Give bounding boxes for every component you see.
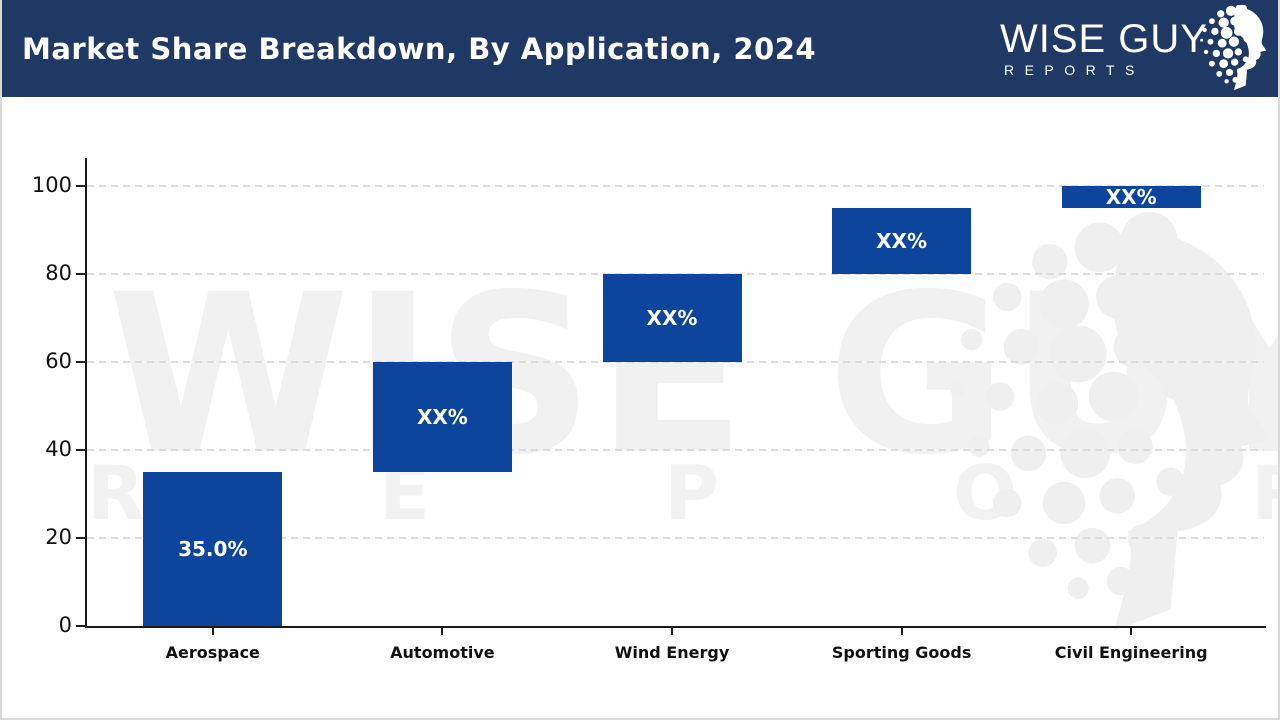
y-axis-tick — [76, 361, 85, 363]
y-axis-tick — [76, 537, 85, 539]
x-axis-tick — [1130, 628, 1133, 635]
x-axis-tick — [441, 628, 444, 635]
y-axis-tick-label: 60 — [45, 349, 72, 373]
y-axis-line — [85, 158, 87, 628]
y-axis-tick — [76, 185, 85, 187]
logo-text: WISE GUY REPORTS — [1000, 19, 1208, 78]
y-axis-tick — [76, 449, 85, 451]
waterfall-bar: XX% — [832, 208, 972, 274]
logo-wordmark: WISE GUY — [999, 17, 1208, 61]
wise-guy-reports-logo: WISE GUY REPORTS — [1000, 4, 1268, 93]
y-axis-tick-label: 100 — [31, 173, 72, 197]
watermark-head-icon — [950, 211, 1270, 631]
x-axis-tick — [671, 628, 673, 635]
y-axis-tick — [76, 625, 85, 627]
page-title: Market Share Breakdown, By Application, … — [22, 31, 817, 66]
category-label: Wind Energy — [614, 643, 730, 662]
gridline — [87, 361, 1264, 363]
waterfall-bar: XX% — [602, 274, 742, 362]
bar-value-label: XX% — [1105, 185, 1157, 209]
waterfall-bar: 35.0% — [143, 472, 283, 626]
x-axis-tick — [211, 628, 214, 635]
dotted-head-profile-icon — [1200, 4, 1267, 90]
y-axis-tick-label: 0 — [58, 613, 72, 637]
bar-value-label: XX% — [416, 405, 468, 429]
category-label: Automotive — [390, 643, 495, 662]
bar-value-label: XX% — [646, 306, 698, 330]
plot-area: 0 20 40 60 80 100 35.0% Aerospace XX% Automotive X… — [2, 97, 1278, 718]
y-axis-tick — [76, 273, 85, 275]
bar-value-label: XX% — [876, 229, 928, 253]
category-label: Sporting Goods — [831, 643, 972, 662]
waterfall-bar: XX% — [372, 362, 512, 472]
waterfall-bar: XX% — [1061, 185, 1201, 209]
chart-area: WISE GUY R E P O R T S 02040608010035.0%… — [2, 97, 1278, 718]
x-axis-tick — [900, 628, 903, 635]
gridline — [87, 185, 1264, 187]
x-axis-line — [85, 626, 1266, 628]
y-axis-tick-label: 40 — [45, 437, 72, 461]
logo-subtitle: REPORTS — [1003, 62, 1145, 78]
bar-value-label: 35.0% — [178, 537, 248, 561]
gridline — [87, 449, 1264, 451]
y-axis-tick-label: 80 — [45, 261, 72, 285]
category-label: Aerospace — [165, 643, 260, 662]
category-label: Civil Engineering — [1054, 643, 1208, 662]
gridline — [87, 537, 1264, 539]
y-axis-tick-label: 20 — [45, 525, 72, 549]
header-bar: Market Share Breakdown, By Application, … — [2, 0, 1278, 97]
